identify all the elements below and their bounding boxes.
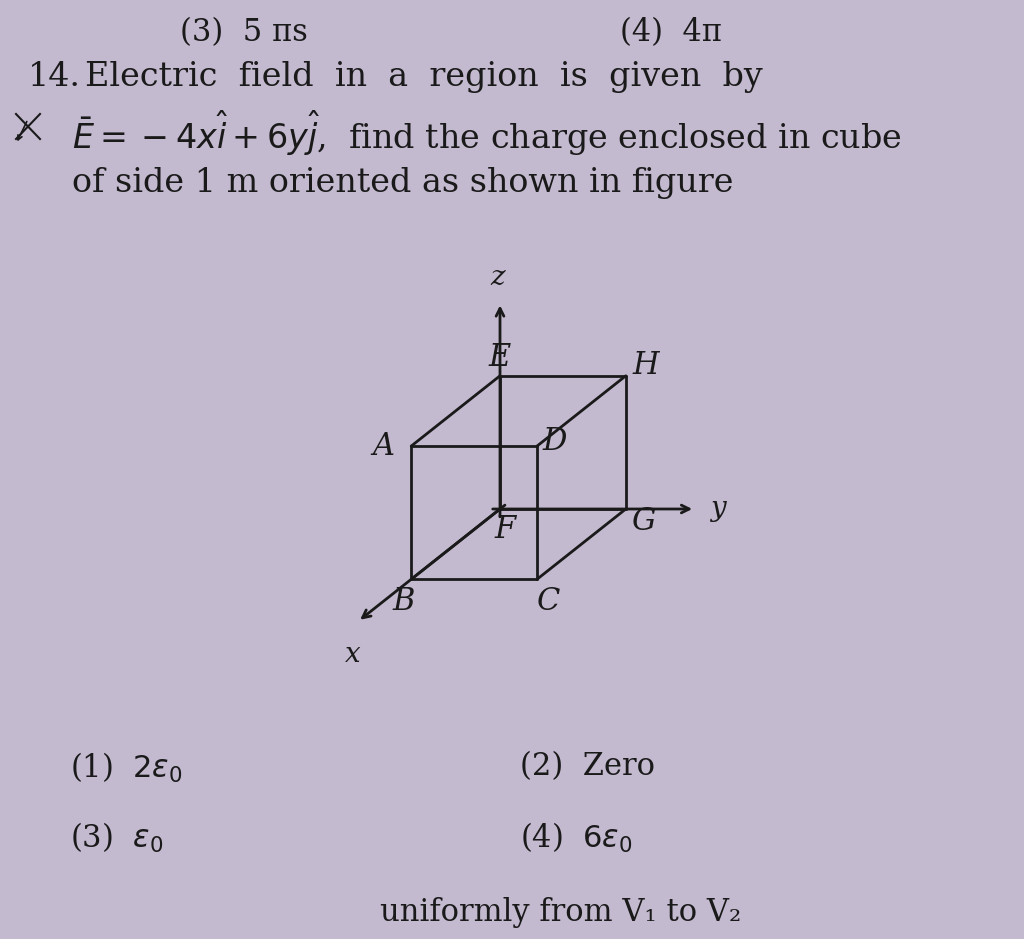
Text: A: A [372,431,394,462]
Text: (1)  $2\varepsilon_0$: (1) $2\varepsilon_0$ [70,751,182,785]
Text: of side 1 m oriented as shown in figure: of side 1 m oriented as shown in figure [72,167,733,199]
Text: E: E [488,343,511,374]
Text: G: G [632,505,656,536]
Text: uniformly from V₁ to V₂: uniformly from V₁ to V₂ [380,897,741,928]
Text: $\bar{E}=-4x\hat{i}+6y\hat{j}$,  find the charge enclosed in cube: $\bar{E}=-4x\hat{i}+6y\hat{j}$, find the… [72,109,902,158]
Text: (4)  $6\varepsilon_0$: (4) $6\varepsilon_0$ [520,821,633,855]
Text: F: F [495,514,515,545]
Text: (3)  5 πs: (3) 5 πs [180,17,308,48]
Text: (4)  4π: (4) 4π [620,17,722,48]
Text: (2)  Zero: (2) Zero [520,751,655,782]
Text: Electric  field  in  a  region  is  given  by: Electric field in a region is given by [85,61,763,93]
Text: H: H [633,350,659,381]
Text: D: D [543,425,567,456]
Text: C: C [538,586,561,617]
Text: x: x [345,641,360,669]
Text: B: B [392,586,415,617]
Text: y: y [710,496,726,522]
Text: 14.: 14. [28,61,81,93]
Text: z: z [490,264,505,290]
Text: (3)  $\varepsilon_0$: (3) $\varepsilon_0$ [70,821,163,855]
